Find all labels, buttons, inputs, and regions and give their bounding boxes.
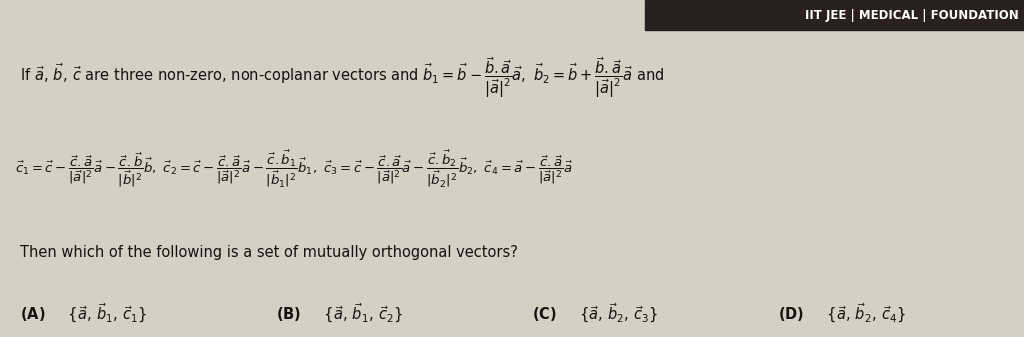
Text: IIT JEE | MEDICAL | FOUNDATION: IIT JEE | MEDICAL | FOUNDATION	[805, 9, 1019, 22]
Text: Then which of the following is a set of mutually orthogonal vectors?: Then which of the following is a set of …	[20, 245, 518, 260]
Text: $\vec{c}_1 = \vec{c} - \dfrac{\vec{c}.\vec{a}}{|\vec{a}|^2}\vec{a} - \dfrac{\vec: $\vec{c}_1 = \vec{c} - \dfrac{\vec{c}.\v…	[15, 148, 573, 189]
Text: $\mathbf{(D)}$     $\{\vec{a},\,\vec{b}_2,\,\vec{c}_4\}$: $\mathbf{(D)}$ $\{\vec{a},\,\vec{b}_2,\,…	[778, 302, 906, 325]
FancyBboxPatch shape	[645, 0, 1024, 30]
Text: $\mathbf{(B)}$     $\{\vec{a},\,\vec{b}_1,\,\vec{c}_2\}$: $\mathbf{(B)}$ $\{\vec{a},\,\vec{b}_1,\,…	[276, 302, 403, 325]
Text: If $\vec{a},\,\vec{b},\,\vec{c}$ are three non-zero, non-coplanar vectors and $\: If $\vec{a},\,\vec{b},\,\vec{c}$ are thr…	[20, 56, 665, 99]
Text: $\mathbf{(C)}$     $\{\vec{a},\,\vec{b}_2,\,\vec{c}_3\}$: $\mathbf{(C)}$ $\{\vec{a},\,\vec{b}_2,\,…	[532, 302, 659, 325]
Text: $\mathbf{(A)}$     $\{\vec{a},\,\vec{b}_1,\,\vec{c}_1\}$: $\mathbf{(A)}$ $\{\vec{a},\,\vec{b}_1,\,…	[20, 302, 147, 325]
